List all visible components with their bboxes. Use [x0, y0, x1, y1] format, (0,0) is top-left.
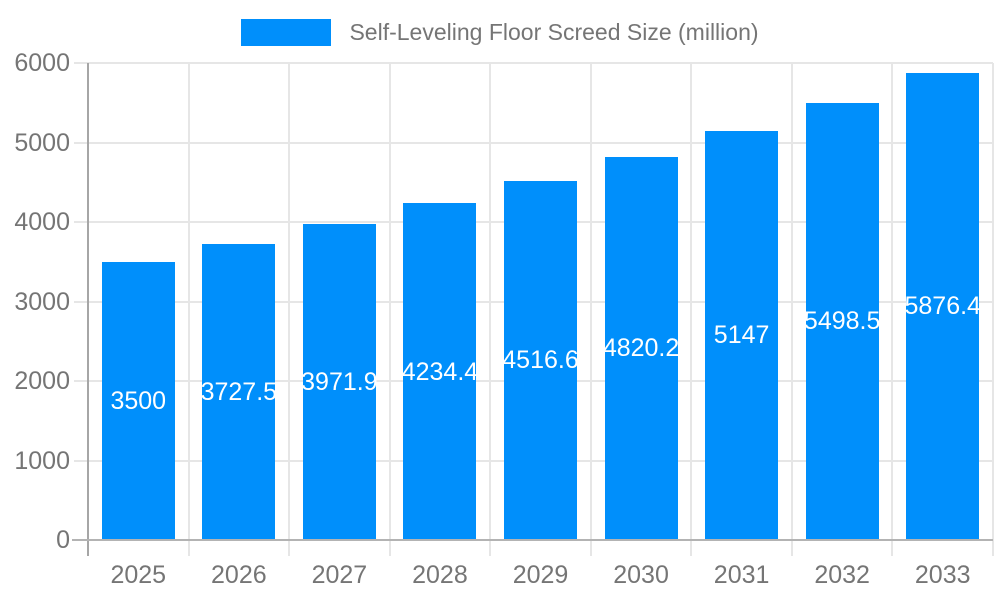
- y-axis-tick-label: 3000: [14, 287, 70, 316]
- x-gridline: [790, 63, 793, 540]
- x-axis-tick-label: 2027: [311, 561, 368, 589]
- bar-value-label: 5498.5: [803, 307, 881, 336]
- x-axis-tick-label: 2032: [814, 561, 870, 589]
- y-axis-tick-label: 5000: [14, 128, 70, 157]
- x-axis-tick-label: 2031: [713, 561, 770, 589]
- y-axis-tick-label: 1000: [14, 446, 70, 475]
- x-axis-tick-label: 2033: [914, 561, 971, 589]
- x-axis-tick-label: 2029: [512, 561, 569, 589]
- x-gridline: [489, 63, 492, 540]
- x-tick-mark: [992, 540, 994, 556]
- x-axis-tick-label: 2030: [613, 561, 669, 589]
- bar-value-label: 5147: [713, 321, 770, 350]
- x-axis-line: [72, 539, 993, 541]
- x-tick-mark: [187, 540, 190, 556]
- x-tick-mark: [790, 540, 793, 556]
- x-gridline: [187, 63, 190, 540]
- bar[interactable]: [705, 130, 779, 540]
- x-gridline: [388, 63, 391, 540]
- x-tick-mark: [489, 540, 492, 556]
- bar[interactable]: [403, 203, 477, 540]
- y-gridline: [88, 141, 993, 144]
- y-tick-mark: [74, 62, 88, 64]
- bar[interactable]: [504, 180, 577, 540]
- y-axis-tick-label: 4000: [14, 208, 70, 236]
- y-axis-line: [87, 63, 89, 556]
- x-gridline: [288, 63, 291, 540]
- bar-value-label: 4516.6: [502, 346, 579, 375]
- x-gridline: [992, 63, 994, 540]
- y-axis-tick-label: 2000: [14, 367, 70, 395]
- bar-value-label: 4234.4: [401, 357, 479, 386]
- x-axis-tick-label: 2025: [110, 561, 167, 589]
- x-gridline: [891, 63, 894, 540]
- bar[interactable]: [604, 156, 678, 540]
- bar-value-label: 5876.4: [904, 292, 981, 321]
- bar-value-label: 4820.2: [602, 334, 680, 363]
- bar-value-label: 3971.9: [301, 368, 378, 397]
- x-axis-tick-label: 2026: [211, 561, 267, 589]
- x-tick-mark: [288, 540, 291, 556]
- bar[interactable]: [101, 261, 175, 540]
- bar[interactable]: [302, 224, 376, 540]
- x-tick-mark: [589, 540, 592, 556]
- y-axis-tick-label: 0: [56, 526, 70, 554]
- y-tick-mark: [74, 221, 88, 223]
- legend-item[interactable]: Self-Leveling Floor Screed Size (million…: [0, 18, 1000, 46]
- x-gridline: [690, 63, 693, 540]
- y-gridline: [88, 62, 993, 64]
- y-tick-mark: [74, 300, 88, 303]
- x-axis-tick-label: 2028: [412, 561, 468, 589]
- x-tick-mark: [690, 540, 693, 556]
- x-gridline: [589, 63, 592, 540]
- y-tick-mark: [74, 380, 88, 382]
- y-axis-tick-label: 6000: [14, 49, 70, 77]
- y-tick-mark: [74, 459, 88, 462]
- bar[interactable]: [202, 243, 276, 540]
- legend-label: Self-Leveling Floor Screed Size (million…: [349, 18, 759, 45]
- bar[interactable]: [906, 72, 980, 540]
- bar-value-label: 3500: [110, 386, 167, 415]
- x-tick-mark: [891, 540, 894, 556]
- bar[interactable]: [805, 102, 879, 540]
- legend-swatch: [241, 18, 332, 46]
- x-tick-mark: [388, 540, 391, 556]
- bar-value-label: 3727.5: [200, 377, 278, 406]
- y-tick-mark: [74, 141, 88, 144]
